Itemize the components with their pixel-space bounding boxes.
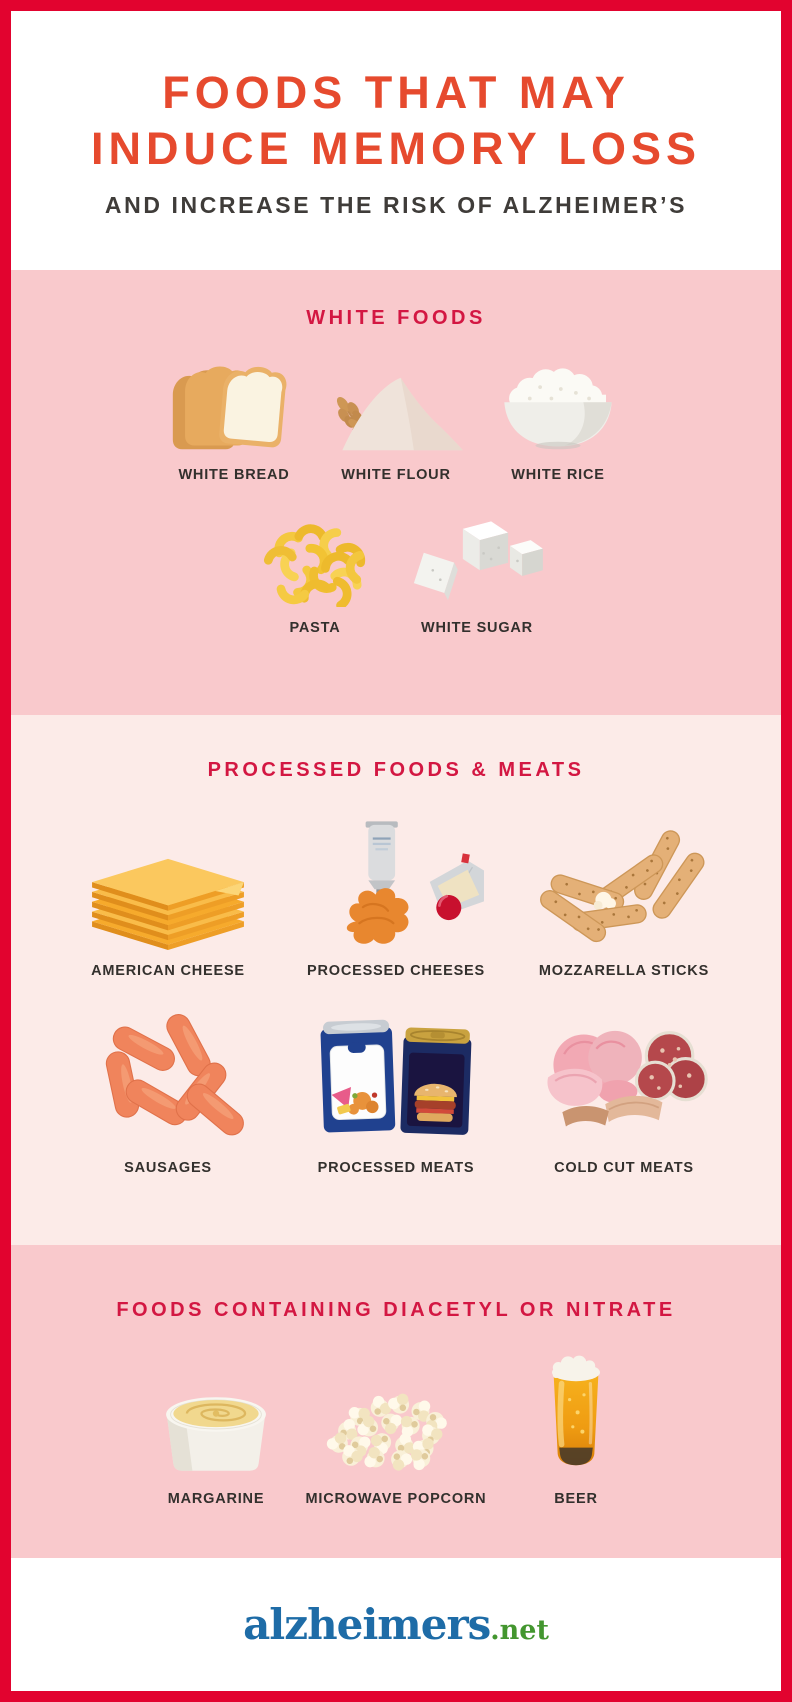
mozzarella-sticks-icon — [536, 827, 709, 946]
microwave-popcorn-icon — [324, 1390, 449, 1474]
section-heading-diacetyl: FOODS CONTAINING DIACETYL OR NITRATE — [116, 1299, 676, 1321]
food-item-microwave-popcorn: MICROWAVE POPCORN — [306, 1350, 486, 1507]
food-label: WHITE BREAD — [178, 467, 290, 483]
food-label: PROCESSED MEATS — [317, 1160, 475, 1176]
white-sugar-image — [397, 509, 557, 607]
white-flour-icon — [336, 377, 463, 451]
food-item-white-sugar: WHITE SUGAR — [396, 509, 558, 636]
food-item-mozzarella-sticks: MOZZARELLA STICKS — [510, 810, 738, 979]
food-item-beer: BEER — [486, 1350, 666, 1507]
margarine-image — [133, 1350, 299, 1478]
food-item-white-bread: WHITE BREAD — [153, 356, 315, 483]
food-label: MICROWAVE POPCORN — [305, 1491, 487, 1507]
diacetyl-row: MARGARINE — [11, 1350, 781, 1507]
american-cheese-icon — [92, 858, 244, 950]
processed-row-2: SAUSAGES — [11, 1007, 781, 1176]
section-white-foods: WHITE FOODS WHITE BREAD — [11, 270, 781, 715]
food-label: AMERICAN CHEESE — [91, 963, 245, 979]
food-item-processed-meats: PROCESSED MEATS — [282, 1007, 510, 1176]
food-label: MOZZARELLA STICKS — [538, 963, 710, 979]
food-label: COLD CUT MEATS — [554, 1160, 694, 1176]
header: FOODS THAT MAY INDUCE MEMORY LOSS AND IN… — [11, 11, 781, 270]
title-line2: INDUCE MEMORY LOSS — [90, 122, 702, 174]
page-subtitle: AND INCREASE THE RISK OF ALZHEIMER’S — [104, 191, 688, 218]
mozzarella-sticks-image — [517, 810, 731, 950]
section-processed-foods: PROCESSED FOODS & MEATS — [11, 715, 781, 1245]
food-label: WHITE RICE — [511, 467, 605, 483]
white-rice-icon — [504, 368, 612, 450]
food-item-sausages: SAUSAGES — [54, 1007, 282, 1176]
section-heading-processed-foods: PROCESSED FOODS & MEATS — [207, 759, 585, 781]
section-heading-white-foods: WHITE FOODS — [306, 307, 486, 329]
pasta-icon — [240, 511, 390, 607]
food-label: PASTA — [289, 620, 341, 636]
processed-meats-image — [289, 1007, 503, 1147]
food-label: MARGARINE — [167, 1491, 265, 1507]
food-item-pasta: PASTA — [234, 509, 396, 636]
white-foods-row-1: WHITE BREAD — [11, 356, 781, 483]
food-label: BEER — [554, 1491, 598, 1507]
food-label: PROCESSED CHEESES — [307, 963, 485, 979]
food-item-margarine: MARGARINE — [126, 1350, 306, 1507]
food-item-processed-cheeses: PROCESSED CHEESES — [282, 810, 510, 979]
footer: alzheimers.net — [11, 1558, 781, 1691]
white-flour-image — [316, 356, 476, 454]
food-label: WHITE FLOUR — [341, 467, 451, 483]
sausages-image — [61, 1007, 275, 1147]
processed-meats-icon — [320, 1019, 472, 1135]
sausages-icon — [103, 1013, 249, 1141]
american-cheese-image — [61, 810, 275, 950]
processed-cheeses-icon — [346, 821, 484, 944]
page-title: FOODS THAT MAY INDUCE MEMORY LOSS — [11, 65, 781, 177]
white-bread-image — [154, 356, 314, 454]
margarine-icon — [166, 1397, 266, 1471]
title-line1: FOODS THAT MAY — [162, 67, 630, 118]
cold-cut-meats-image — [517, 1007, 731, 1147]
food-item-cold-cut-meats: COLD CUT MEATS — [510, 1007, 738, 1176]
processed-cheeses-image — [289, 810, 503, 950]
white-foods-row-2: PASTA — [11, 509, 781, 636]
brand-logo: alzheimers.net — [243, 1600, 549, 1649]
food-label: SAUSAGES — [124, 1160, 212, 1176]
food-item-white-flour: WHITE FLOUR — [315, 356, 477, 483]
brand-tld: .net — [490, 1615, 549, 1646]
food-item-american-cheese: AMERICAN CHEESE — [54, 810, 282, 979]
beer-icon — [552, 1355, 600, 1466]
pasta-image — [240, 509, 390, 607]
section-diacetyl: FOODS CONTAINING DIACETYL OR NITRATE MAR… — [11, 1245, 781, 1558]
white-rice-image — [478, 356, 638, 454]
food-item-white-rice: WHITE RICE — [477, 356, 639, 483]
cold-cut-meats-icon — [547, 1030, 708, 1127]
food-label: WHITE SUGAR — [421, 620, 533, 636]
processed-row-1: AMERICAN CHEESE — [11, 810, 781, 979]
brand-name: alzheimers — [243, 1600, 491, 1649]
beer-image — [520, 1350, 632, 1478]
white-sugar-icon — [413, 521, 543, 601]
white-bread-icon — [172, 363, 288, 450]
microwave-popcorn-image — [298, 1350, 494, 1478]
